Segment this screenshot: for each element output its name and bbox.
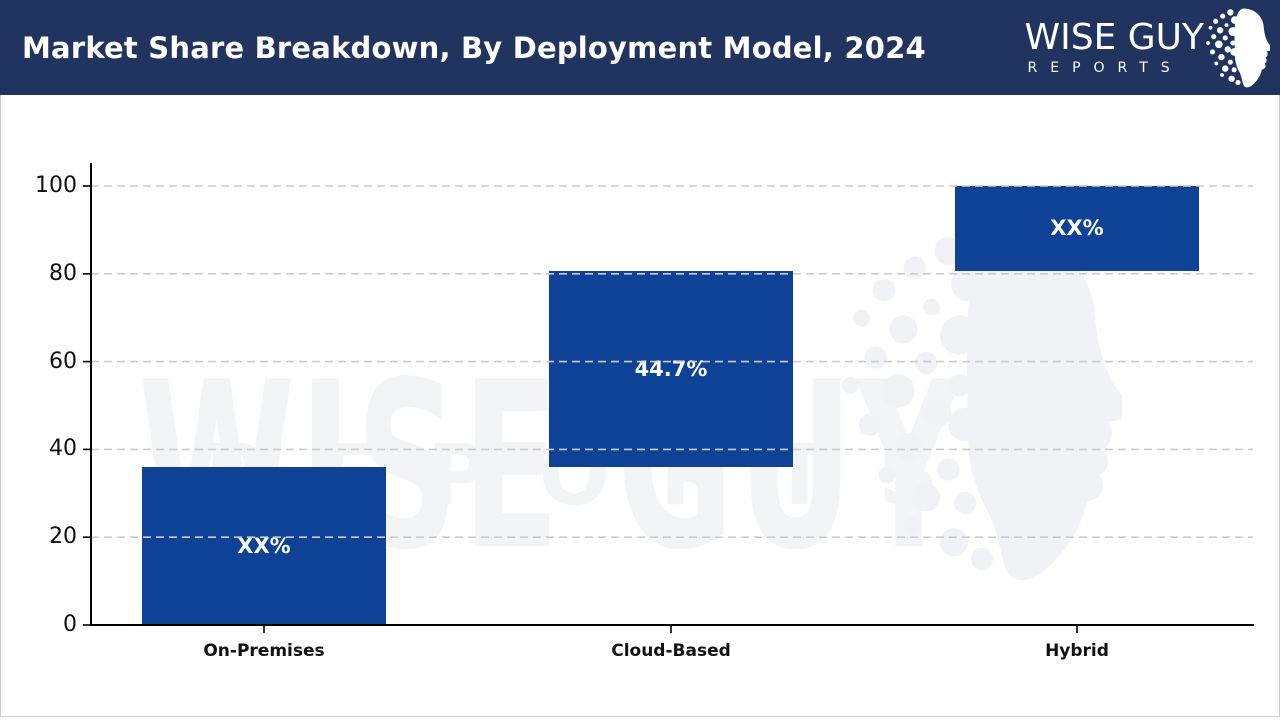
- header: Market Share Breakdown, By Deployment Mo…: [0, 0, 1280, 95]
- logo-wiseguy-text: WISE GUY: [1024, 16, 1205, 58]
- chart-area: WISE GUY REPORTS XX% 44.7% XX% 0 20 40 60 80 10…: [0, 95, 1280, 720]
- bar: XX%: [142, 466, 386, 625]
- bars-layer: XX% 44.7% XX%: [0, 95, 1280, 720]
- bar-value-label: XX%: [1050, 216, 1104, 241]
- logo-wordmark: WISE GUY REPORTS: [1024, 16, 1205, 76]
- page-title: Market Share Breakdown, By Deployment Mo…: [22, 30, 926, 65]
- wiseguy-head-icon: [1206, 8, 1270, 88]
- bar: XX%: [955, 186, 1199, 271]
- frame-bottom-border: [0, 716, 1280, 717]
- bar: 44.7%: [549, 270, 793, 467]
- wiseguy-logo: WISE GUY REPORTS: [1024, 6, 1270, 89]
- bar-value-label: 44.7%: [634, 356, 708, 381]
- logo-reports-text: REPORTS: [1027, 59, 1183, 76]
- bar-value-label: XX%: [237, 533, 291, 558]
- frame-left-border: [0, 95, 1, 717]
